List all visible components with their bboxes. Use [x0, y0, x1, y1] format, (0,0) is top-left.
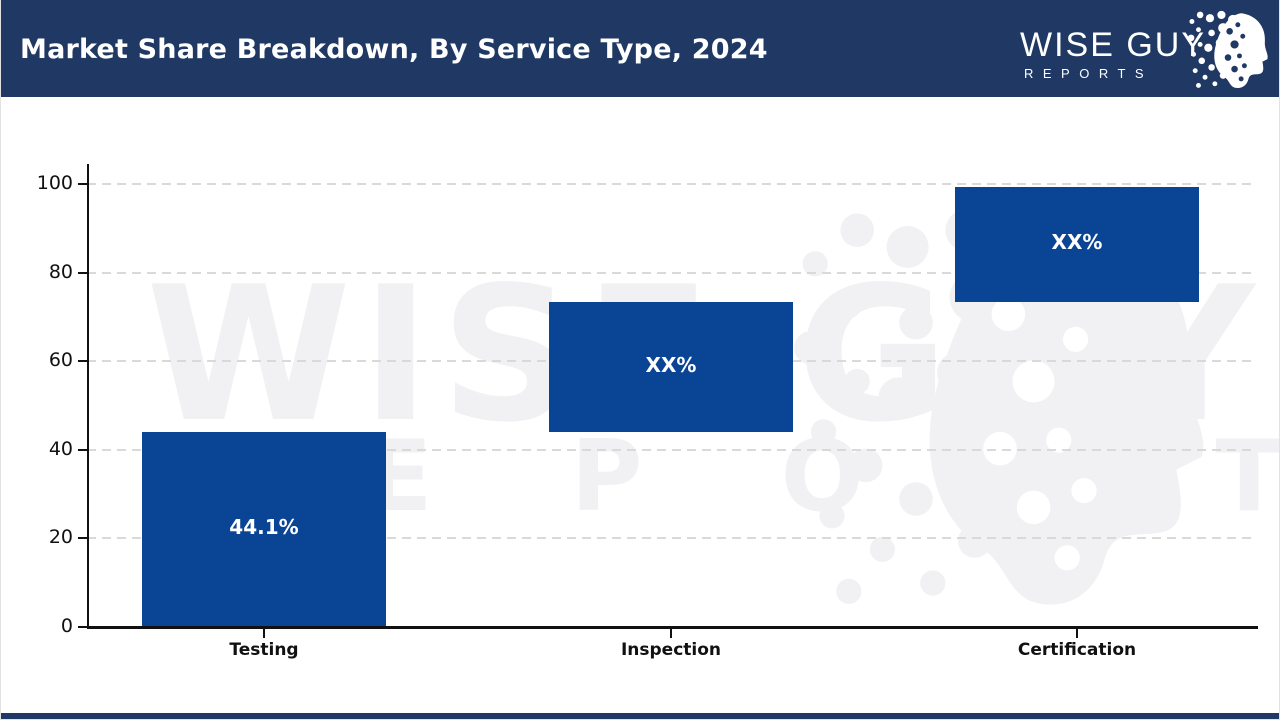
x-axis-tick: [263, 629, 265, 638]
x-axis-category-label: Inspection: [620, 640, 722, 660]
y-axis-tick: [78, 537, 87, 540]
y-axis-tick: [78, 271, 87, 274]
y-axis-tick-label: 20: [48, 526, 73, 549]
logo-wordmark: WISE GUY: [1020, 26, 1207, 64]
y-axis-tick-label: 40: [48, 437, 73, 460]
y-axis-tick: [78, 182, 87, 185]
bar: [142, 431, 386, 627]
x-axis-line: [87, 626, 1258, 629]
y-gridline: [87, 537, 1252, 540]
y-gridline: [87, 448, 1252, 451]
bar-value-label: 44.1%: [229, 515, 299, 540]
y-axis-tick-label: 80: [48, 260, 73, 283]
dotted-head-profile-icon: [1187, 10, 1268, 89]
y-axis-tick: [78, 360, 87, 363]
bar-value-label: XX%: [645, 352, 697, 377]
x-axis-tick: [1076, 629, 1078, 638]
wise-guy-reports-logo: WISE GUY REPORTS: [1002, 10, 1268, 90]
x-axis-category-label: Testing: [229, 640, 299, 660]
x-axis-category-label: Certification: [1017, 640, 1137, 660]
page-title: Market Share Breakdown, By Service Type,…: [20, 34, 768, 65]
y-gridline: [87, 271, 1252, 274]
y-gridline: [87, 182, 1252, 185]
bar: [549, 302, 793, 432]
bar-value-label: XX%: [1051, 230, 1103, 255]
bar: [955, 186, 1199, 303]
y-axis-line: [87, 164, 89, 629]
footer-bar: [0, 713, 1280, 720]
logo-subtext: REPORTS: [1024, 66, 1154, 81]
watermark-head-profile-icon: [794, 209, 1204, 605]
x-axis-tick: [670, 629, 672, 638]
y-axis-tick: [78, 626, 87, 628]
y-axis-tick: [78, 448, 87, 451]
y-axis-tick-label: 60: [48, 349, 73, 372]
header-bar: Market Share Breakdown, By Service Type,…: [0, 0, 1280, 97]
y-axis-tick-label: 0: [60, 615, 73, 637]
y-axis-tick-label: 100: [36, 171, 73, 194]
